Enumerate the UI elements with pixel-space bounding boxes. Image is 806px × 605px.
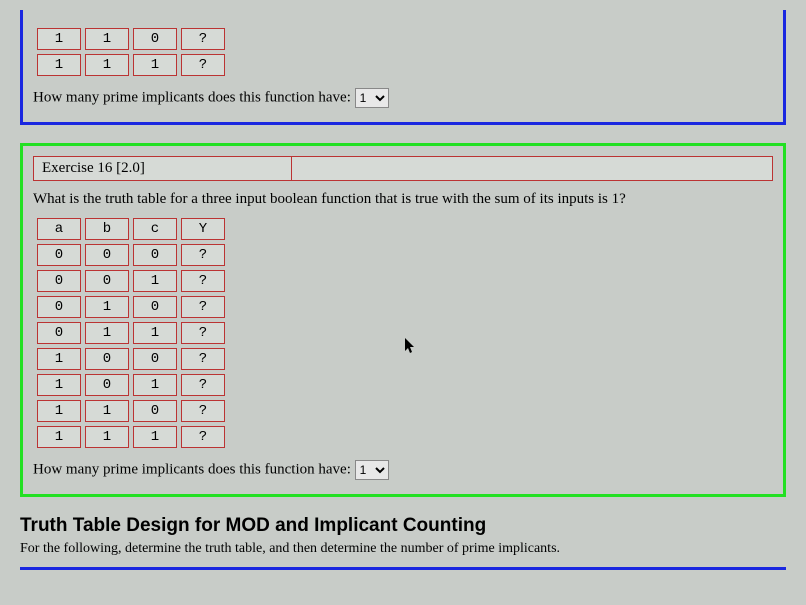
page-root: 1 1 0 ? 1 1 1 ? How many prime implicant… [0,0,806,605]
cell: 0 [37,322,81,344]
cell: 0 [133,400,177,422]
truth-table-ex16: a b c Y 000?001?010?011?100?101?110?111? [33,214,229,452]
cell: 0 [37,270,81,292]
next-exercise-border [20,567,786,573]
question-text: How many prime implicants does this func… [33,461,351,477]
cell: 1 [37,54,81,76]
cell: 0 [133,296,177,318]
cell: 0 [133,28,177,50]
cell-output[interactable]: ? [181,400,225,422]
table-row: 000? [37,244,225,266]
cell: 1 [133,374,177,396]
cell: 0 [133,244,177,266]
col-header-y: Y [181,218,225,240]
truth-table-ex15: 1 1 0 ? 1 1 1 ? [33,24,229,80]
col-header-c: c [133,218,177,240]
table-row: 100? [37,348,225,370]
cell-output[interactable]: ? [181,322,225,344]
cell: 1 [85,296,129,318]
exercise-header-spacer [292,157,772,180]
prime-implicants-select-ex16[interactable]: 1 [355,460,389,480]
table-header-row: a b c Y [37,218,225,240]
cell-output[interactable]: ? [181,348,225,370]
cell-output[interactable]: ? [181,244,225,266]
prime-implicants-select-ex15[interactable]: 1 [355,88,389,108]
table-row: 110? [37,400,225,422]
table-row: 011? [37,322,225,344]
cell: 0 [85,270,129,292]
prime-implicants-question-ex15: How many prime implicants does this func… [33,88,773,108]
exercise-15-block: 1 1 0 ? 1 1 1 ? How many prime implicant… [20,10,786,125]
cell: 0 [85,244,129,266]
section-heading: Truth Table Design for MOD and Implicant… [20,515,786,537]
exercise-header-row: Exercise 16 [2.0] [33,156,773,181]
cell: 1 [133,54,177,76]
cell: 1 [133,426,177,448]
table-row: 001? [37,270,225,292]
cell: 1 [85,28,129,50]
table-row: 1 1 0 ? [37,28,225,50]
exercise-16-prompt: What is the truth table for a three inpu… [33,191,773,208]
question-text: How many prime implicants does this func… [33,89,351,105]
cell: 0 [85,374,129,396]
cell: 1 [85,400,129,422]
cell: 1 [85,426,129,448]
cell-output[interactable]: ? [181,296,225,318]
table-row: 111? [37,426,225,448]
col-header-a: a [37,218,81,240]
cell-output[interactable]: ? [181,374,225,396]
cell: 0 [37,296,81,318]
cell: 0 [133,348,177,370]
cell-output[interactable]: ? [181,270,225,292]
cell: 1 [133,322,177,344]
cell: 1 [37,426,81,448]
table-row: 1 1 1 ? [37,54,225,76]
cell-output[interactable]: ? [181,28,225,50]
table-row: 101? [37,374,225,396]
cell-output[interactable]: ? [181,426,225,448]
exercise-label: Exercise 16 [2.0] [34,157,292,180]
cell-output[interactable]: ? [181,54,225,76]
cell: 1 [85,54,129,76]
cell: 1 [37,28,81,50]
cell: 1 [37,348,81,370]
col-header-b: b [85,218,129,240]
cell: 1 [133,270,177,292]
cell: 1 [37,400,81,422]
section-subtext: For the following, determine the truth t… [20,541,786,557]
table-row: 010? [37,296,225,318]
cell: 1 [85,322,129,344]
exercise-16-block: Exercise 16 [2.0] What is the truth tabl… [20,143,786,497]
cell: 0 [85,348,129,370]
cell: 1 [37,374,81,396]
prime-implicants-question-ex16: How many prime implicants does this func… [33,460,773,480]
cell: 0 [37,244,81,266]
